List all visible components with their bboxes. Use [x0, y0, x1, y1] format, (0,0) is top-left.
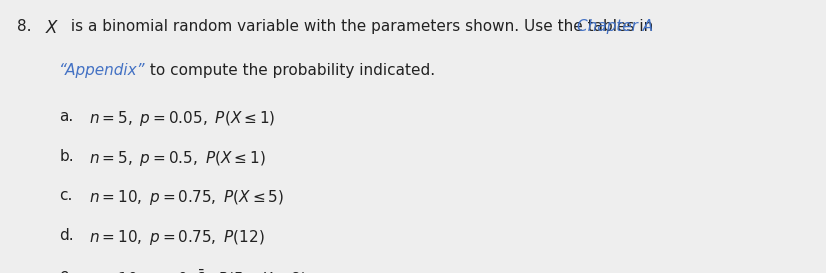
Text: b.: b.	[59, 149, 74, 164]
Text: $n=5,\ p=0.5,\ P(X\leq 1)$: $n=5,\ p=0.5,\ P(X\leq 1)$	[89, 149, 266, 168]
Text: $n=10,\ p=0.75,\ P(12)$: $n=10,\ p=0.75,\ P(12)$	[89, 228, 265, 247]
Text: 8.: 8.	[17, 19, 31, 34]
Text: to compute the probability indicated.: to compute the probability indicated.	[145, 63, 434, 78]
Text: $n=10,\ p=0.\bar{6},\ P(5\leq X\leq 8)$: $n=10,\ p=0.\bar{6},\ P(5\leq X\leq 8)$	[89, 268, 307, 273]
Text: is a binomial random variable with the parameters shown. Use the tables in: is a binomial random variable with the p…	[66, 19, 658, 34]
Text: a.: a.	[59, 109, 74, 124]
Text: $n=5,\ p=0.05,\ P(X\leq 1)$: $n=5,\ p=0.05,\ P(X\leq 1)$	[89, 109, 276, 128]
Text: “Appendix”: “Appendix”	[59, 63, 145, 78]
Text: c.: c.	[59, 188, 73, 203]
Text: $\mathbf{\mathit{X}}$: $\mathbf{\mathit{X}}$	[45, 19, 59, 37]
Text: e.: e.	[59, 268, 74, 273]
Text: $n=10,\ p=0.75,\ P(X\leq 5)$: $n=10,\ p=0.75,\ P(X\leq 5)$	[89, 188, 284, 207]
Text: d.: d.	[59, 228, 74, 243]
Text: Chapter A: Chapter A	[577, 19, 653, 34]
